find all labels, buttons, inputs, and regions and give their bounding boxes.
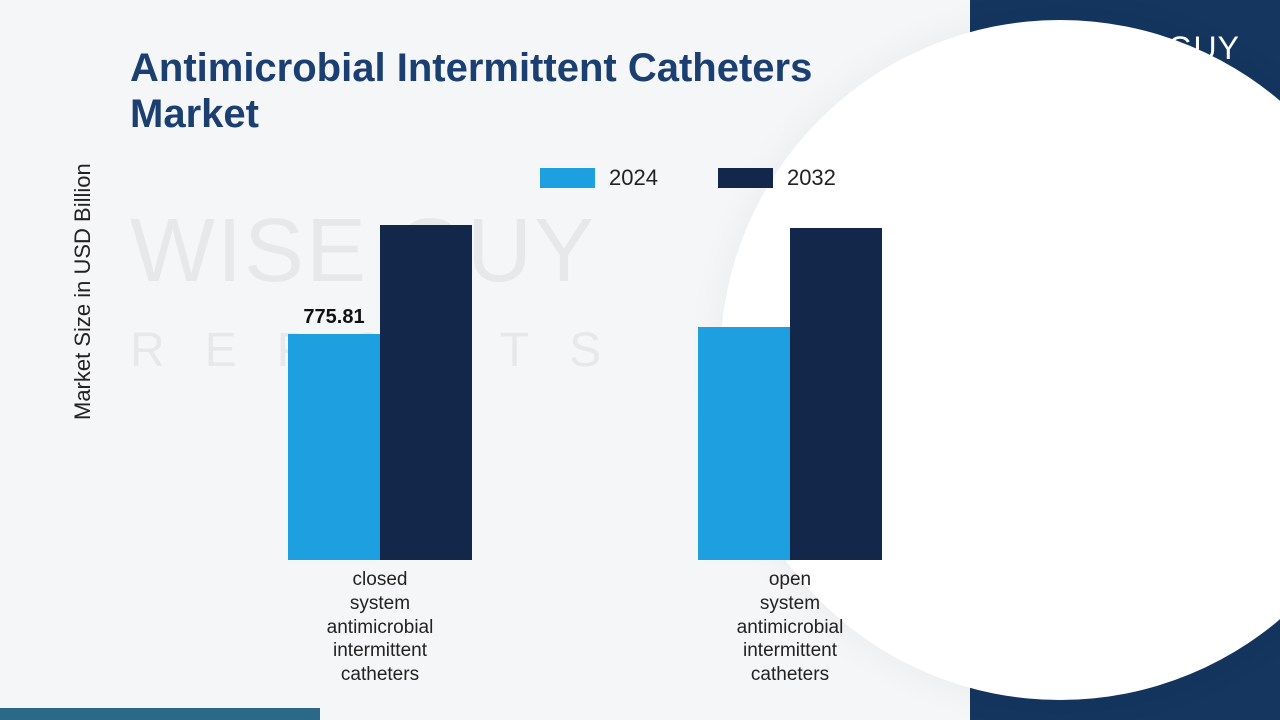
head-profile-icon — [1130, 58, 1220, 148]
legend-item: 2032 — [718, 165, 836, 191]
legend-item: 2024 — [540, 165, 658, 191]
x-axis-category-label: closed system antimicrobial intermittent… — [290, 568, 470, 687]
legend-swatch — [540, 168, 595, 188]
legend-label: 2024 — [609, 165, 658, 191]
bar-group: 775.81closed system antimicrobial interm… — [280, 225, 480, 560]
page-title: Antimicrobial Intermittent Catheters Mar… — [130, 45, 850, 137]
bar: 775.81 — [288, 334, 380, 560]
bar — [790, 228, 882, 561]
legend-label: 2032 — [787, 165, 836, 191]
bottom-accent-bar — [0, 708, 320, 720]
bar — [698, 327, 790, 560]
chart-legend: 2024 2032 — [540, 165, 836, 191]
bar-chart: Market Size in USD Billion 20242032 775.… — [100, 160, 960, 680]
bar-group: open system antimicrobial intermittent c… — [690, 228, 890, 561]
y-axis-label: Market Size in USD Billion — [70, 163, 96, 420]
bar — [380, 225, 472, 560]
brand-logo: WISE GUY REPORTS — [1072, 30, 1240, 85]
legend-swatch — [718, 168, 773, 188]
plot-area: 775.81closed system antimicrobial interm… — [160, 210, 960, 560]
x-axis-category-label: open system antimicrobial intermittent c… — [700, 568, 880, 687]
bar-value-label: 775.81 — [303, 306, 364, 329]
